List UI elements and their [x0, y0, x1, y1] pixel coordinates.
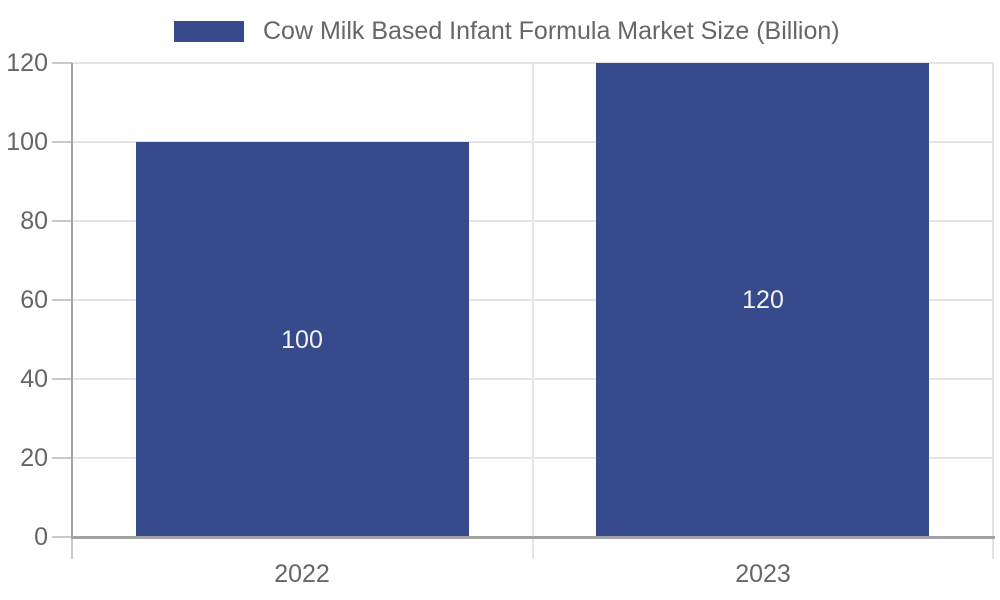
bar-value-label: 120: [742, 286, 784, 314]
y-axis-tick: [52, 141, 72, 143]
y-axis-tick: [52, 220, 72, 222]
y-axis-tick: [52, 536, 72, 538]
legend[interactable]: Cow Milk Based Infant Formula Market Siz…: [174, 16, 840, 46]
y-tick-label: 80: [20, 207, 48, 235]
legend-swatch: [174, 20, 244, 42]
x-tick-label: 2022: [274, 560, 330, 588]
x-axis-line: [71, 536, 995, 539]
y-axis-tick: [52, 299, 72, 301]
bar[interactable]: [596, 63, 929, 537]
gridline-vertical: [532, 63, 534, 559]
y-tick-label: 120: [6, 49, 48, 77]
y-tick-label: 0: [34, 523, 48, 551]
y-tick-label: 100: [6, 128, 48, 156]
y-axis-tick: [52, 457, 72, 459]
y-tick-label: 60: [20, 286, 48, 314]
legend-label: Cow Milk Based Infant Formula Market Siz…: [263, 16, 840, 45]
y-axis-tick: [52, 62, 72, 64]
y-tick-label: 20: [20, 444, 48, 472]
gridline-vertical: [992, 63, 994, 559]
bar-value-label: 100: [281, 326, 323, 354]
x-axis-tick: [71, 537, 73, 559]
y-axis-line: [71, 63, 73, 537]
y-axis-tick: [52, 378, 72, 380]
x-tick-label: 2023: [735, 560, 791, 588]
bar[interactable]: [136, 142, 469, 537]
y-tick-label: 40: [20, 365, 48, 393]
